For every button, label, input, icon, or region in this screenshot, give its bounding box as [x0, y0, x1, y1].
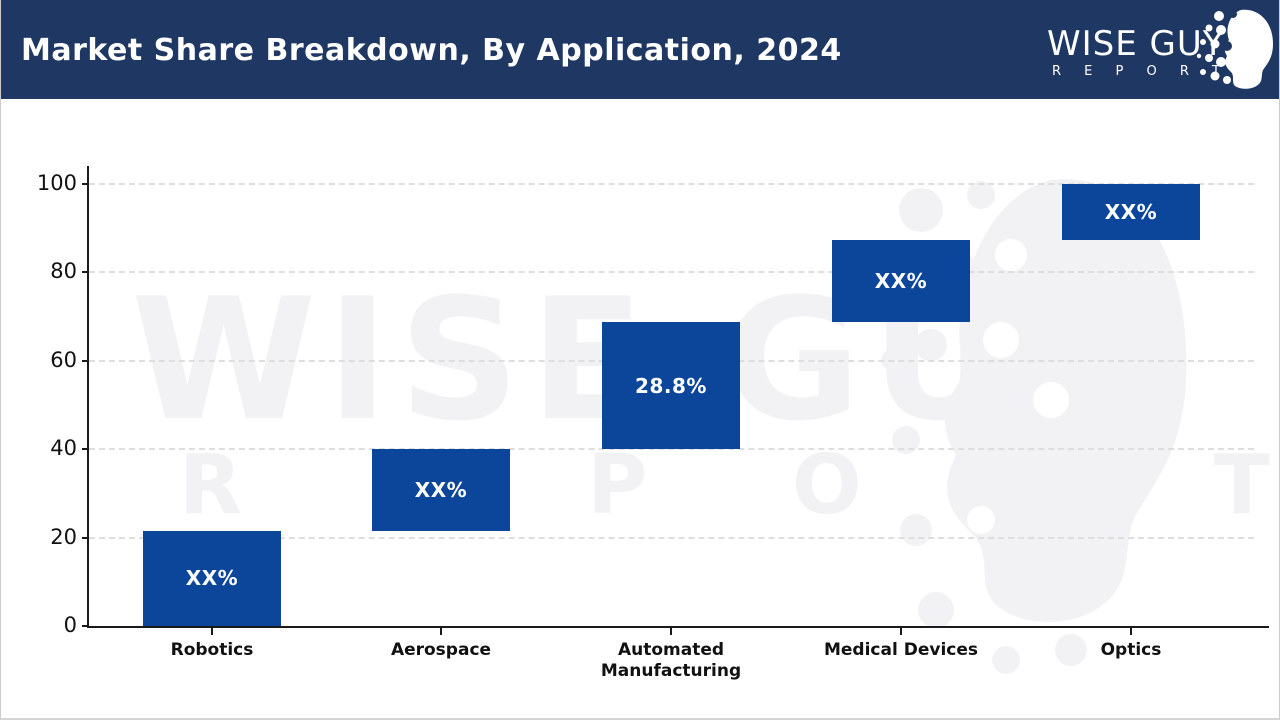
x-tick-mark	[1130, 628, 1132, 635]
y-axis-spine	[87, 166, 89, 628]
y-tick-mark	[82, 183, 89, 185]
y-tick-mark	[82, 271, 89, 274]
bar-value-label: XX%	[1104, 199, 1158, 224]
header-bar: Market Share Breakdown, By Application, …	[1, 0, 1279, 99]
brand-subname: R E P O R T S	[1052, 64, 1261, 79]
x-tick-mark	[900, 628, 902, 635]
bar-segment[interactable]: 28.8%	[602, 321, 740, 450]
y-tick-label: 40	[50, 436, 77, 461]
y-tick-mark	[82, 625, 89, 627]
y-gridline	[89, 536, 1254, 539]
y-tick-mark	[82, 536, 89, 539]
y-gridline	[89, 271, 1254, 274]
y-tick-label: 80	[50, 259, 77, 284]
y-gridline	[89, 448, 1254, 451]
x-tick-mark	[670, 628, 672, 635]
y-tick-mark	[82, 359, 89, 362]
bar-segment[interactable]: XX%	[832, 239, 970, 322]
x-axis-spine	[87, 626, 1269, 628]
x-category-label: Optics	[1100, 640, 1162, 660]
x-category-label: Aerospace	[390, 640, 492, 660]
bar-segment[interactable]: XX%	[372, 449, 510, 531]
x-category-label: Medical Devices	[823, 640, 978, 660]
brand-name: WISE GUY	[1047, 24, 1225, 64]
bar-value-label: XX%	[874, 268, 928, 293]
chart-title: Market Share Breakdown, By Application, …	[21, 33, 842, 68]
y-tick-label: 0	[63, 613, 77, 637]
bar-value-label: 28.8%	[635, 373, 707, 398]
watermark-text-reports: R E P O R T S	[179, 438, 1279, 533]
bar-segment[interactable]: XX%	[143, 530, 281, 626]
x-category-label: Automated Manufacturing	[600, 640, 742, 681]
bar-value-label: XX%	[185, 566, 239, 591]
brand-face-icon	[1196, 9, 1273, 89]
y-gridline	[89, 183, 1254, 185]
y-tick-mark	[82, 448, 89, 451]
bar-segment[interactable]: XX%	[1062, 184, 1200, 240]
x-category-label: Robotics	[170, 640, 254, 660]
x-tick-mark	[211, 628, 213, 635]
y-tick-label: 60	[50, 347, 77, 372]
y-tick-label: 100	[36, 171, 77, 195]
y-tick-label: 20	[50, 524, 77, 549]
bar-value-label: XX%	[414, 478, 468, 503]
x-tick-mark	[440, 628, 442, 635]
brand-logo: WISE GUY R E P O R T S	[1019, 6, 1273, 94]
